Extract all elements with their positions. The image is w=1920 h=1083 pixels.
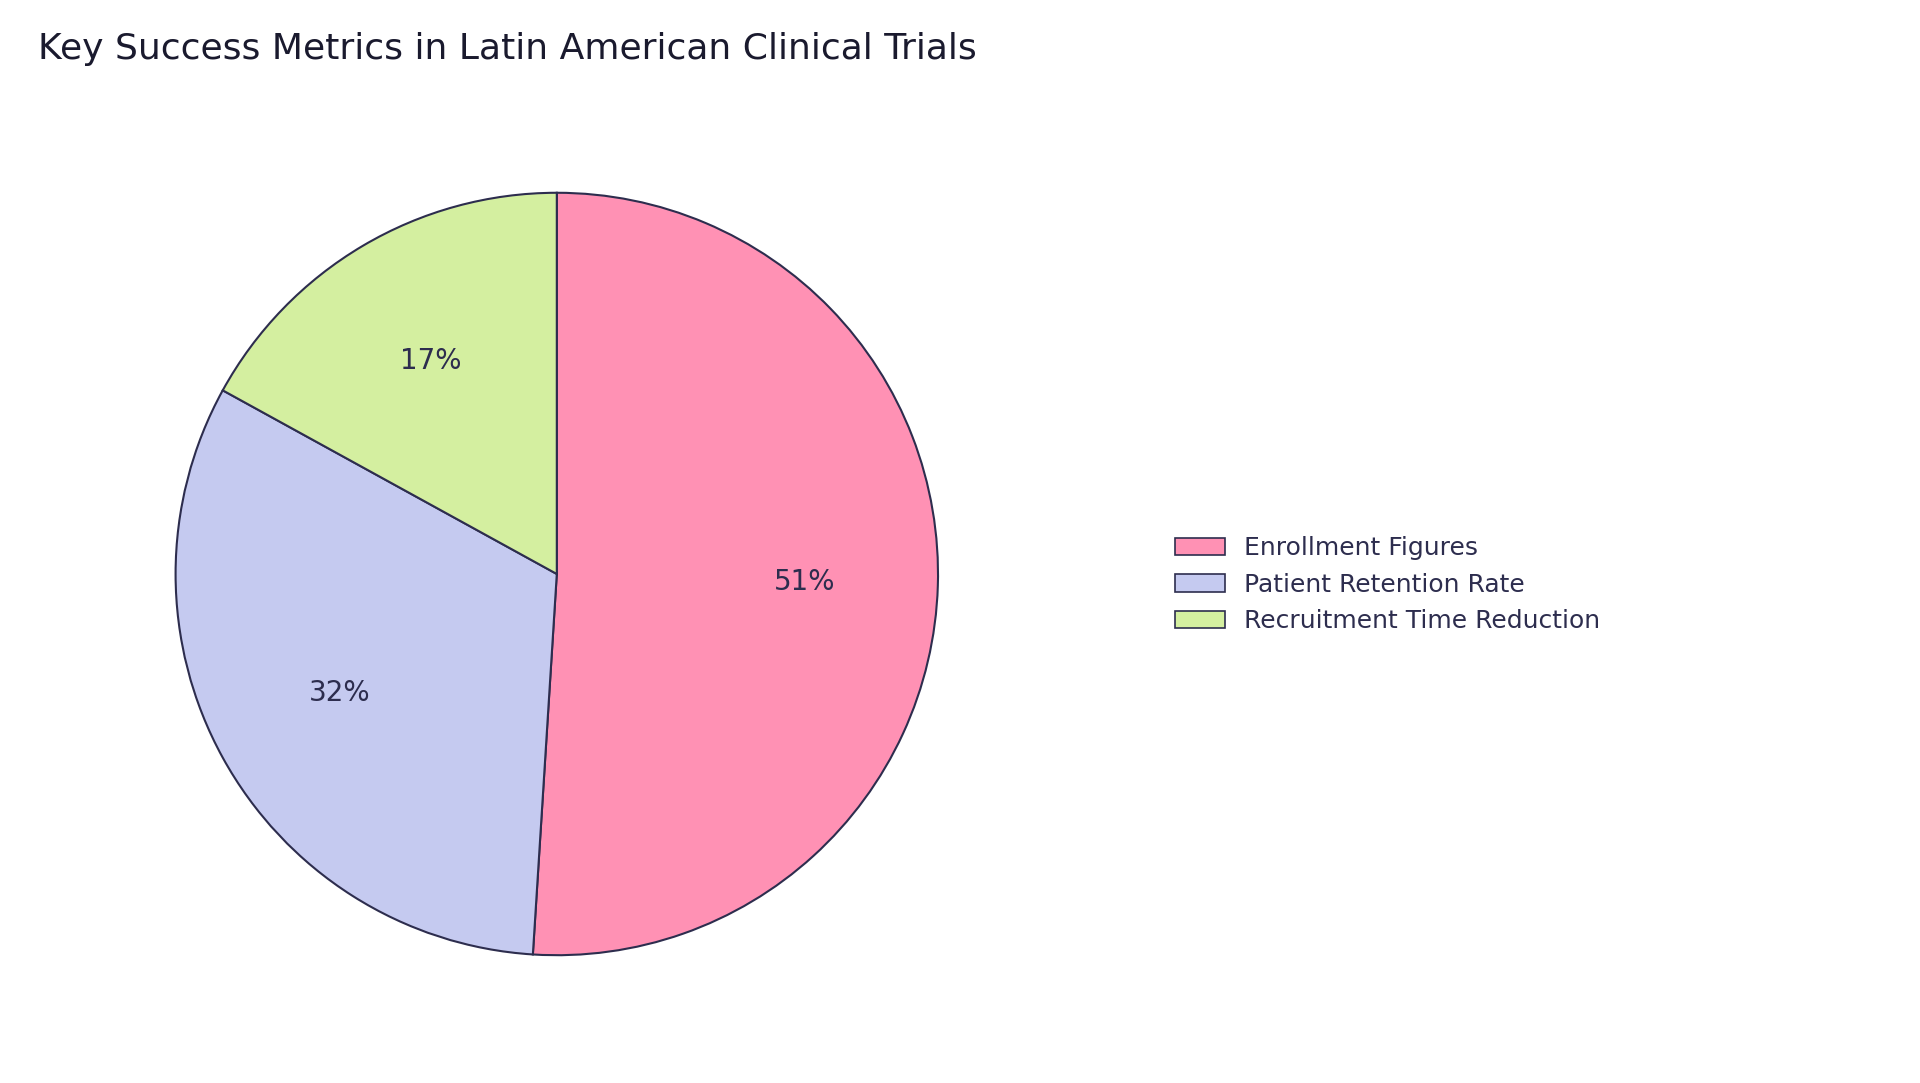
Text: 17%: 17% <box>399 347 461 375</box>
Text: 32%: 32% <box>309 679 371 707</box>
Text: Key Success Metrics in Latin American Clinical Trials: Key Success Metrics in Latin American Cl… <box>38 32 977 66</box>
Legend: Enrollment Figures, Patient Retention Rate, Recruitment Time Reduction: Enrollment Figures, Patient Retention Ra… <box>1165 526 1611 643</box>
Wedge shape <box>534 193 939 955</box>
Wedge shape <box>175 390 557 954</box>
Text: 51%: 51% <box>774 567 835 596</box>
Wedge shape <box>223 193 557 574</box>
